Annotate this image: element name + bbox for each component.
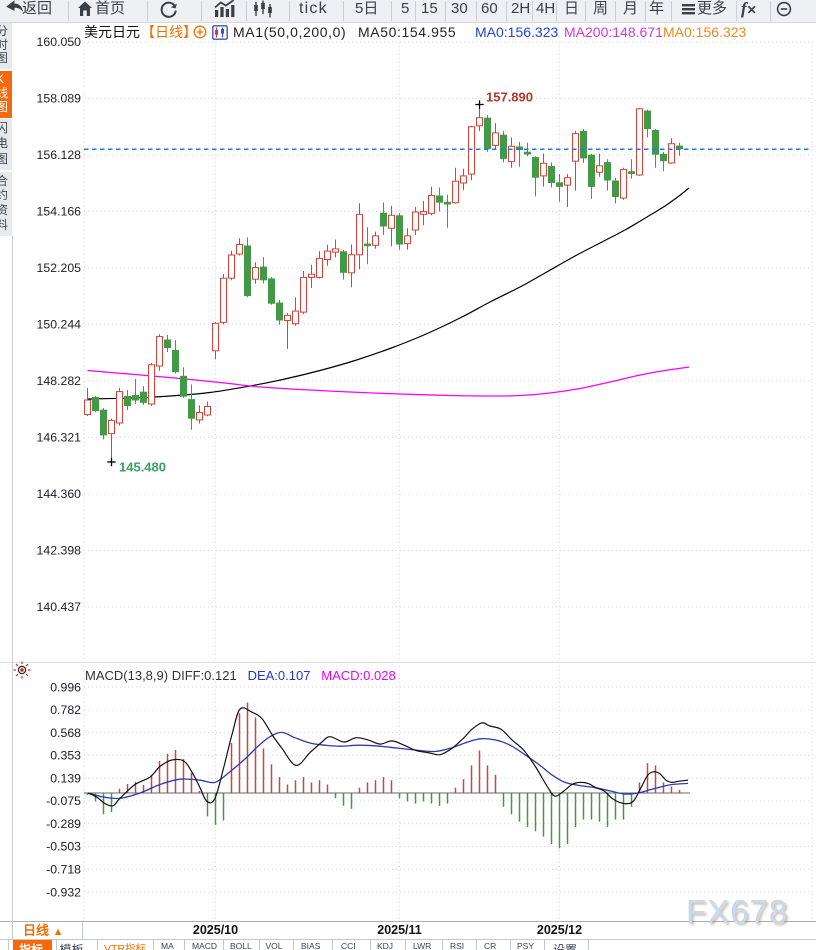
svg-text:154.166: 154.166 — [37, 205, 82, 219]
svg-text:-0.932: -0.932 — [46, 885, 81, 899]
svg-text:158.089: 158.089 — [37, 92, 82, 106]
svg-text:145.480: 145.480 — [119, 460, 166, 475]
svg-text:157.890: 157.890 — [486, 90, 533, 105]
svg-text:148.282: 148.282 — [37, 374, 82, 388]
svg-text:140.437: 140.437 — [37, 600, 82, 614]
svg-text:0.782: 0.782 — [50, 703, 81, 717]
svg-text:156.128: 156.128 — [37, 148, 82, 162]
svg-text:146.321: 146.321 — [37, 431, 82, 445]
svg-text:0.139: 0.139 — [50, 771, 81, 785]
svg-text:152.205: 152.205 — [37, 261, 82, 275]
svg-text:160.050: 160.050 — [37, 35, 82, 49]
svg-text:-0.289: -0.289 — [46, 817, 81, 831]
svg-text:0.568: 0.568 — [50, 726, 81, 740]
svg-text:142.398: 142.398 — [37, 544, 82, 558]
svg-text:0.353: 0.353 — [50, 749, 81, 763]
svg-text:-0.503: -0.503 — [46, 840, 81, 854]
svg-text:0.996: 0.996 — [50, 680, 81, 694]
svg-text:-0.075: -0.075 — [46, 794, 81, 808]
svg-text:-0.718: -0.718 — [46, 863, 81, 877]
svg-text:150.244: 150.244 — [37, 318, 82, 332]
svg-text:144.360: 144.360 — [37, 487, 82, 501]
